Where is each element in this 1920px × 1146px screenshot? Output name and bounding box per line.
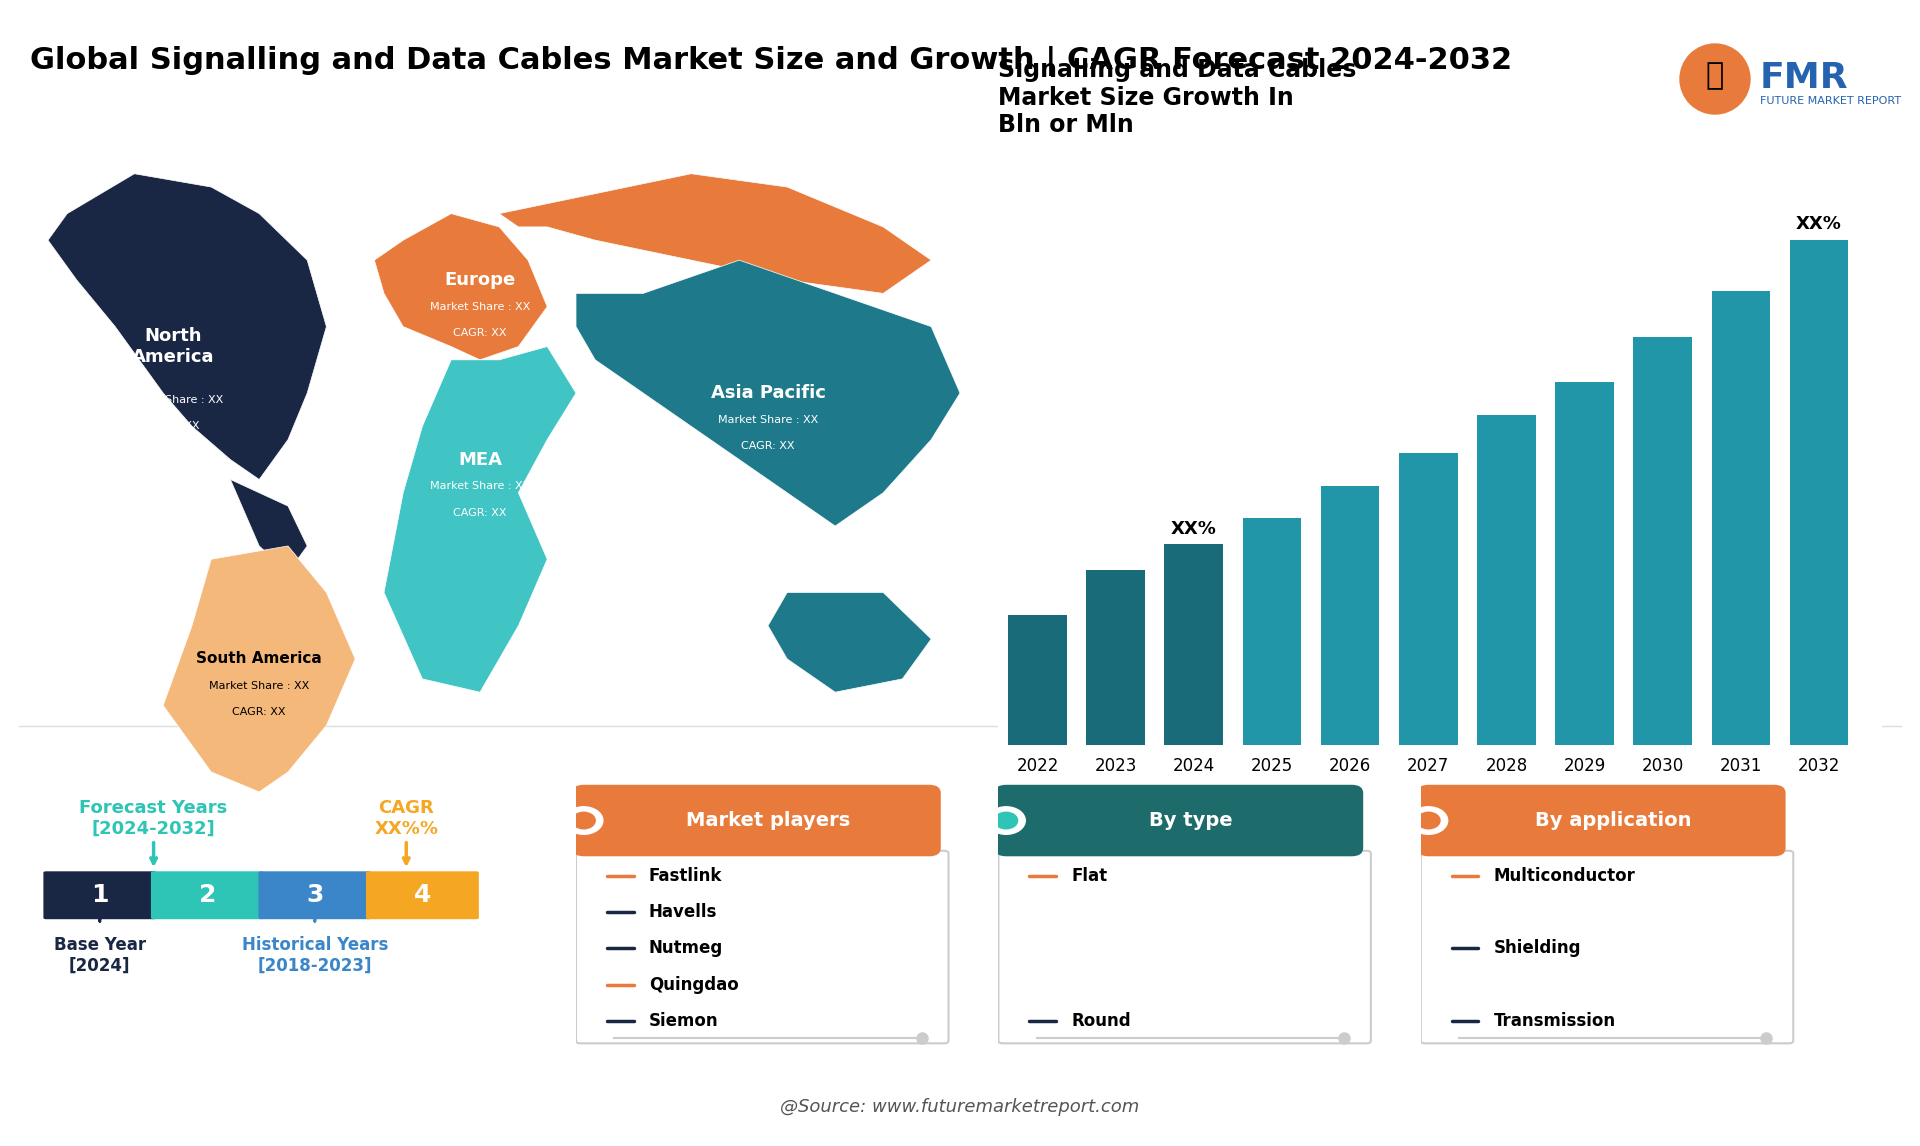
Text: Europe: Europe bbox=[444, 272, 516, 289]
Circle shape bbox=[1680, 44, 1749, 113]
Text: 2: 2 bbox=[198, 884, 217, 908]
Bar bbox=[1555, 382, 1615, 745]
Text: Market Share : XX: Market Share : XX bbox=[123, 394, 223, 405]
Text: Shielding: Shielding bbox=[1494, 940, 1582, 957]
Text: Market Share : XX: Market Share : XX bbox=[430, 481, 530, 492]
Text: Market Share : XX: Market Share : XX bbox=[209, 681, 309, 691]
Bar bbox=[1711, 291, 1770, 745]
Text: Market players: Market players bbox=[685, 811, 851, 830]
Bar bbox=[1165, 544, 1223, 745]
Bar bbox=[1634, 337, 1692, 745]
Text: FMR: FMR bbox=[1761, 61, 1849, 95]
Text: Fastlink: Fastlink bbox=[649, 866, 722, 885]
FancyBboxPatch shape bbox=[1417, 785, 1786, 856]
FancyBboxPatch shape bbox=[44, 871, 156, 919]
Text: Market Share : XX: Market Share : XX bbox=[718, 415, 818, 425]
Text: Transmission: Transmission bbox=[1494, 1012, 1617, 1030]
Text: CAGR: XX: CAGR: XX bbox=[741, 441, 795, 452]
Polygon shape bbox=[48, 174, 326, 479]
Circle shape bbox=[572, 813, 595, 829]
Text: CAGR
XX%%: CAGR XX%% bbox=[374, 800, 438, 838]
Text: XX%: XX% bbox=[1795, 215, 1841, 233]
Bar bbox=[1476, 415, 1536, 745]
Text: By type: By type bbox=[1148, 811, 1233, 830]
Text: Round: Round bbox=[1071, 1012, 1131, 1030]
Text: Quingdao: Quingdao bbox=[649, 976, 739, 994]
Polygon shape bbox=[768, 592, 931, 692]
Text: Flat: Flat bbox=[1071, 866, 1108, 885]
Text: Forecast Years
[2024-2032]: Forecast Years [2024-2032] bbox=[79, 800, 228, 838]
Polygon shape bbox=[163, 545, 355, 792]
Text: FUTURE MARKET REPORT: FUTURE MARKET REPORT bbox=[1761, 96, 1901, 105]
Text: CAGR: XX: CAGR: XX bbox=[146, 422, 200, 431]
Bar bbox=[1087, 570, 1144, 745]
Text: XX%: XX% bbox=[1171, 519, 1217, 537]
Bar bbox=[1400, 454, 1457, 745]
Text: Asia Pacific: Asia Pacific bbox=[710, 384, 826, 402]
FancyBboxPatch shape bbox=[259, 871, 371, 919]
Text: 📡: 📡 bbox=[1705, 62, 1724, 91]
Text: 3: 3 bbox=[305, 884, 324, 908]
Text: Nutmeg: Nutmeg bbox=[649, 940, 724, 957]
FancyBboxPatch shape bbox=[998, 850, 1371, 1043]
Text: Signalling and Data Cables
Market Size Growth In
Bln or Mln: Signalling and Data Cables Market Size G… bbox=[998, 57, 1357, 138]
Text: Havells: Havells bbox=[649, 903, 718, 921]
Bar bbox=[1008, 615, 1068, 745]
Text: 1: 1 bbox=[90, 884, 109, 908]
Text: By application: By application bbox=[1534, 811, 1692, 830]
Text: North
America: North America bbox=[132, 327, 213, 366]
Bar bbox=[1242, 518, 1302, 745]
FancyBboxPatch shape bbox=[572, 785, 941, 856]
Text: Market Share : XX: Market Share : XX bbox=[430, 301, 530, 312]
Text: Multiconductor: Multiconductor bbox=[1494, 866, 1636, 885]
Polygon shape bbox=[384, 346, 576, 692]
Polygon shape bbox=[576, 260, 960, 526]
Text: Historical Years
[2018-2023]: Historical Years [2018-2023] bbox=[242, 935, 388, 974]
Text: MEA: MEA bbox=[459, 450, 501, 469]
FancyBboxPatch shape bbox=[576, 850, 948, 1043]
Circle shape bbox=[1417, 813, 1440, 829]
Polygon shape bbox=[374, 213, 547, 360]
Circle shape bbox=[564, 807, 603, 834]
FancyBboxPatch shape bbox=[995, 785, 1363, 856]
FancyBboxPatch shape bbox=[152, 871, 263, 919]
Text: 4: 4 bbox=[413, 884, 432, 908]
Text: Base Year
[2024]: Base Year [2024] bbox=[54, 935, 146, 974]
Text: Global Signalling and Data Cables Market Size and Growth | CAGR Forecast 2024-20: Global Signalling and Data Cables Market… bbox=[31, 46, 1513, 76]
Text: South America: South America bbox=[196, 651, 323, 667]
Text: @Source: www.futuremarketreport.com: @Source: www.futuremarketreport.com bbox=[780, 1098, 1140, 1116]
Bar bbox=[1321, 486, 1379, 745]
Circle shape bbox=[995, 813, 1018, 829]
Text: CAGR: XX: CAGR: XX bbox=[453, 328, 507, 338]
Bar bbox=[1789, 240, 1849, 745]
FancyBboxPatch shape bbox=[367, 871, 478, 919]
Polygon shape bbox=[499, 174, 931, 293]
Text: CAGR: XX: CAGR: XX bbox=[232, 707, 286, 717]
Circle shape bbox=[1409, 807, 1448, 834]
Polygon shape bbox=[230, 479, 307, 573]
Text: Siemon: Siemon bbox=[649, 1012, 718, 1030]
Text: CAGR: XX: CAGR: XX bbox=[453, 508, 507, 518]
Circle shape bbox=[987, 807, 1025, 834]
FancyBboxPatch shape bbox=[1421, 850, 1793, 1043]
